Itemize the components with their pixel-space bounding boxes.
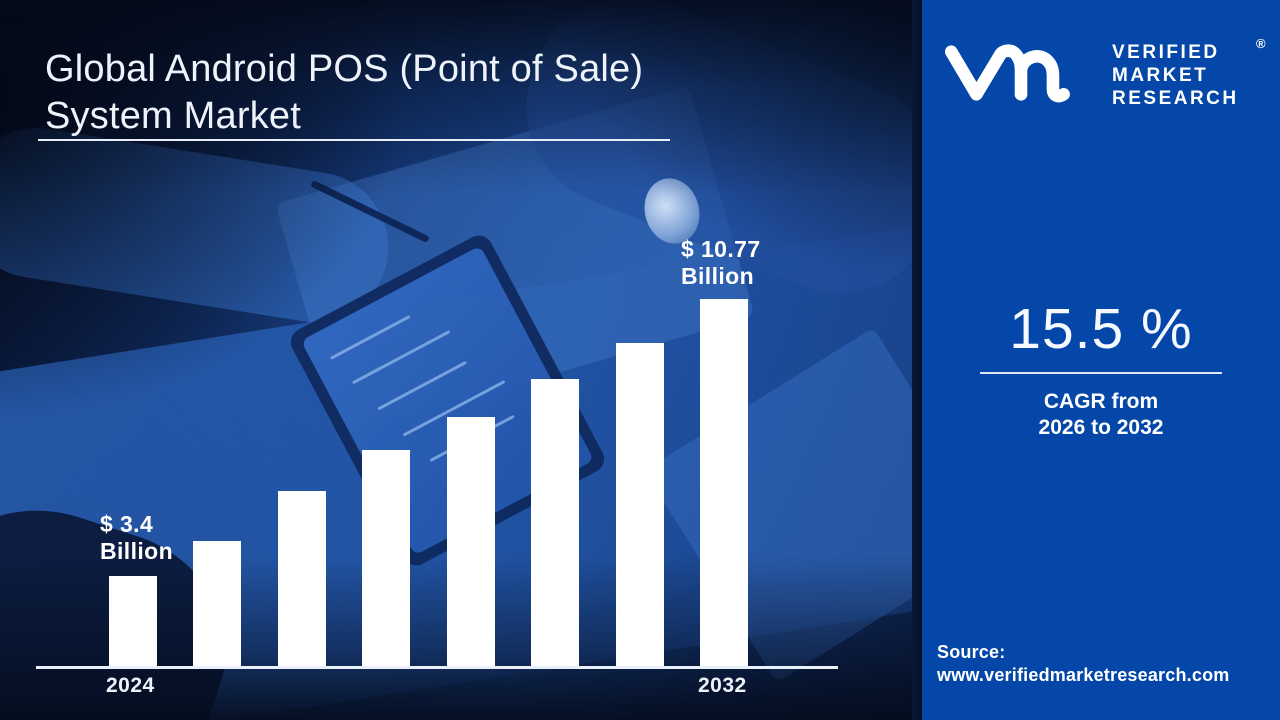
bar-series [109,299,748,667]
bar-year-3 [277,491,326,667]
x-tick-2024: 2024 [106,674,155,697]
bar-2024 [109,576,157,667]
title-line-1: Global Android POS (Point of Sale) [45,48,644,90]
info-sidebar: VERIFIED MARKET RESEARCH ® 15.5 % CAGR f… [922,0,1280,720]
bar-2032 [700,299,748,667]
source-block: Source: www.verifiedmarketresearch.com [937,641,1229,687]
vmr-monogram-icon [944,44,1070,103]
first-bar-amount: $ 3.4 [100,511,154,537]
cagr-metric: 15.5 % CAGR from 2026 to 2032 [922,298,1280,441]
cagr-caption-line-2: 2026 to 2032 [1038,416,1164,439]
last-bar-amount: $ 10.77 [681,236,761,262]
brand-name-line-3: RESEARCH [1112,88,1239,109]
x-tick-2032: 2032 [698,674,747,697]
bar-year-7 [615,343,664,667]
chart-panel: Global Android POS (Point of Sale) Syste… [0,0,912,720]
page-title: Global Android POS (Point of Sale) Syste… [45,46,643,140]
registered-trademark-symbol: ® [1256,36,1266,51]
metric-divider-line [980,372,1222,374]
source-label: Source: [937,642,1006,662]
bar-year-4 [362,450,411,667]
brand-logo: VERIFIED MARKET RESEARCH ® [942,36,1272,120]
panel-divider-shadow [912,0,922,720]
title-underline [38,139,670,141]
bar-year-5 [446,417,495,667]
cagr-caption: CAGR from 2026 to 2032 [922,389,1280,441]
first-bar-unit: Billion [100,538,174,564]
title-line-2: System Market [45,95,301,137]
x-axis-line [36,666,838,669]
bar-year-2 [193,541,242,667]
cagr-caption-line-1: CAGR from [1043,390,1159,413]
brand-name-line-1: VERIFIED [1112,42,1220,63]
last-bar-unit: Billion [681,263,755,289]
bar-year-6 [531,379,580,667]
cagr-value: 15.5 % [1009,297,1193,361]
source-url[interactable]: www.verifiedmarketresearch.com [937,665,1230,685]
brand-name: VERIFIED MARKET RESEARCH [1112,41,1239,110]
first-bar-value-label: $ 3.4 Billion [100,511,173,565]
last-bar-value-label: $ 10.77 Billion [681,236,761,290]
brand-name-line-2: MARKET [1112,65,1209,86]
